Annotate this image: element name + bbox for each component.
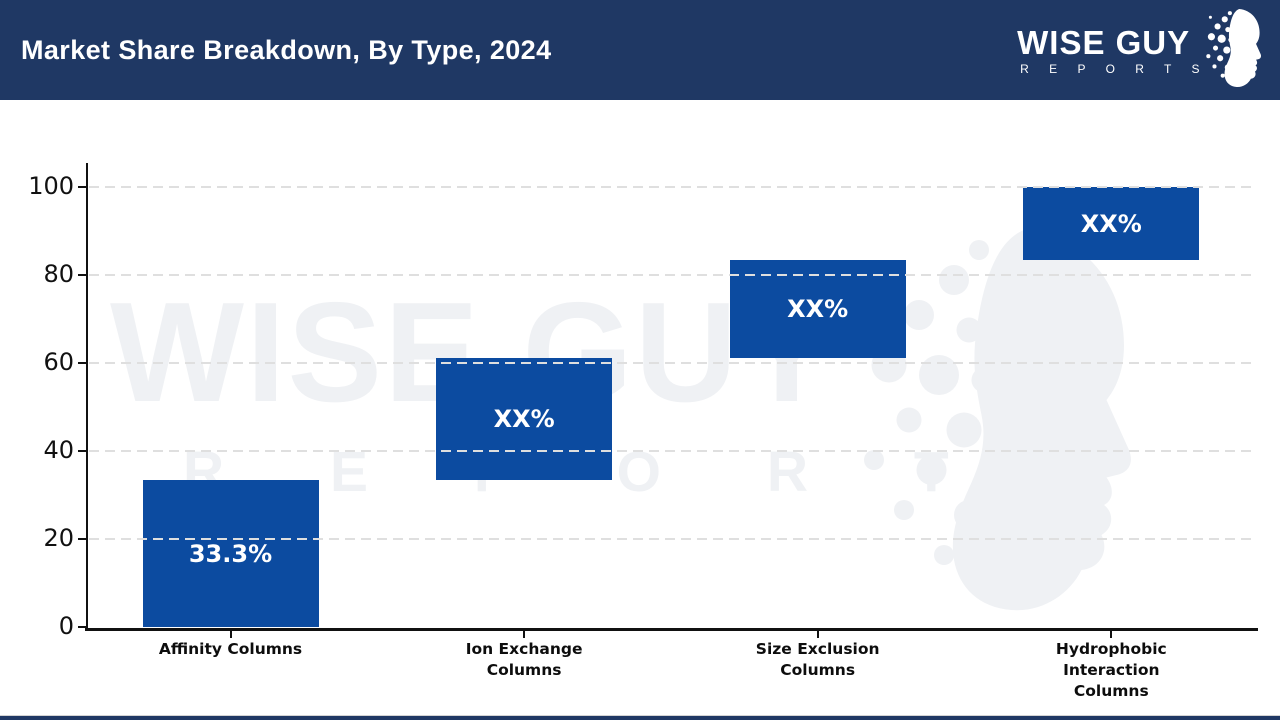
x-category-label: Ion Exchange Columns [465,640,583,679]
y-tick-mark [78,362,86,364]
bar-1: 33.3% [142,480,319,627]
bar-value-label: XX% [787,295,849,324]
gridline-y100 [89,186,1257,188]
bar-value-label: 33.3% [188,539,273,568]
brand-logo-wiseguy: WISE GUY [1017,23,1191,61]
x-tick-mark [229,631,232,638]
bar-4: XX% [1023,187,1200,261]
x-tick-mark [1110,631,1113,638]
page-title: Market Share Breakdown, By Type, 2024 [21,34,552,65]
x-category-label: Hydrophobic Interaction Columns [1055,640,1167,700]
y-tick-mark [78,626,86,628]
brand-logo-reports: R E P O R T S [1020,61,1208,76]
bar-value-label: XX% [1080,209,1142,238]
gridline-y60 [89,362,1257,364]
brand-logo: WISE GUY R E P O R T S [1017,9,1266,91]
y-tick-mark [78,450,86,452]
y-tick-label: 60 [43,348,74,376]
x-category-label: Size Exclusion Columns [755,640,880,679]
bar-2: XX% [436,358,613,481]
gridline-y40 [89,450,1257,452]
y-tick-label: 20 [43,524,74,552]
footer-bar [0,716,1280,720]
x-tick-mark [523,631,526,638]
y-tick-label: 80 [43,260,74,288]
x-category-label: Affinity Columns [158,640,303,658]
gridline-y20 [89,538,1257,540]
bar-value-label: XX% [493,405,555,434]
y-axis-spine [86,163,88,630]
y-tick-mark [78,274,86,276]
x-axis-spine [85,628,1258,631]
header-bar: Market Share Breakdown, By Type, 2024 WI… [0,0,1280,100]
x-tick-mark [816,631,819,638]
y-tick-label: 40 [43,436,74,464]
y-tick-mark [78,186,86,188]
y-tick-mark [78,538,86,540]
bar-3: XX% [729,260,906,359]
y-tick-label: 0 [58,612,74,640]
brand-logo-text: WISE GUY R E P O R T S [1017,26,1208,75]
brand-head-icon [1204,7,1266,93]
gridline-y80 [89,274,1257,276]
y-tick-label: 100 [28,172,74,200]
footer-divider [0,715,1280,716]
